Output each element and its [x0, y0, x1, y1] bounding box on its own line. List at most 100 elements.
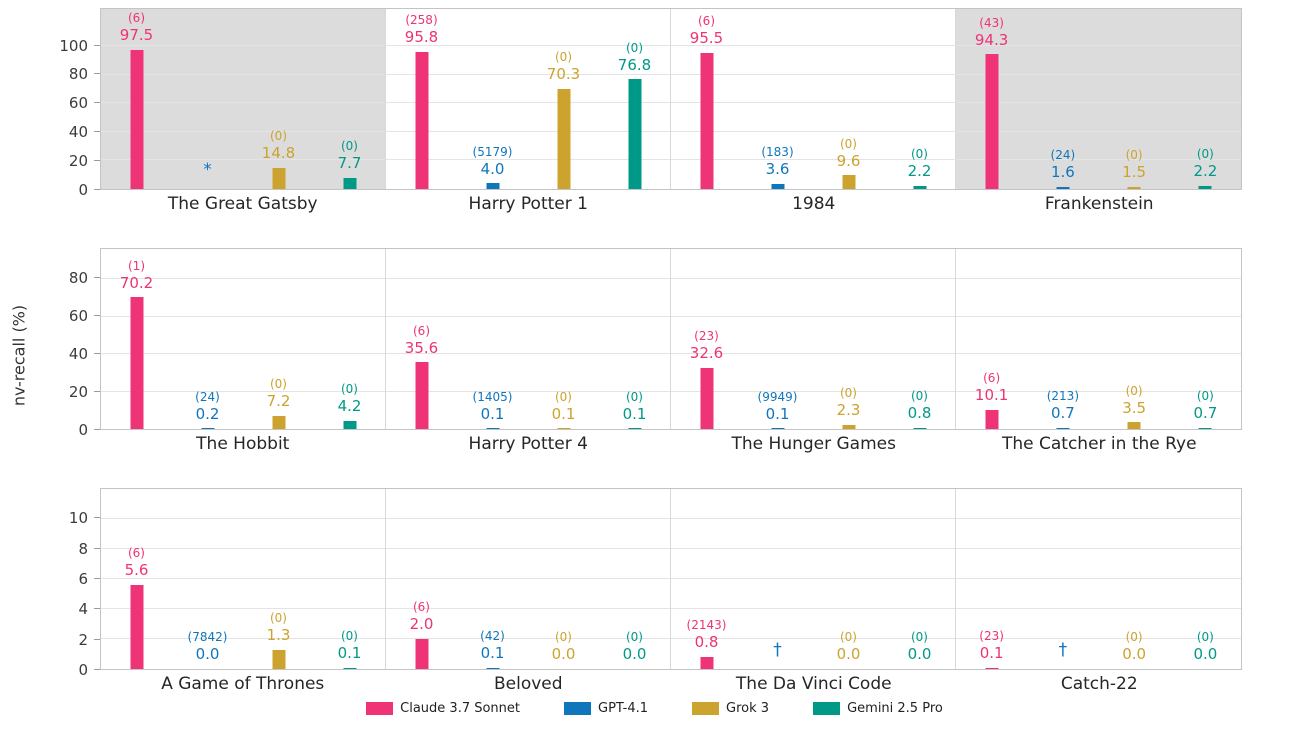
y-tick-mark	[94, 73, 100, 75]
gridline	[671, 518, 955, 519]
bar-slot: (0) 3.5	[1099, 249, 1170, 429]
bar-slot: (0) 2.2	[884, 9, 955, 189]
bar	[700, 52, 713, 189]
bar-value: 7.7	[337, 154, 362, 173]
legend-label: Claude 3.7 Sonnet	[400, 701, 521, 716]
legend-swatch	[564, 702, 592, 715]
bar-value: 14.8	[261, 144, 296, 163]
bar-count: (0)	[1196, 388, 1214, 403]
bar	[842, 175, 855, 189]
y-tick-label: 20	[68, 383, 88, 402]
bar-label: (0) 0.0	[908, 630, 932, 664]
bar-label: (6) 5.6	[125, 546, 149, 580]
bar	[557, 88, 570, 189]
bar	[771, 428, 784, 429]
plot-area: (1) 70.2 (24) 0.2 (0) 7.2 (0) 4.2 (6) 35.6 (1405) 0…	[100, 248, 1242, 430]
bar	[415, 52, 428, 189]
bar-count: (0)	[910, 147, 928, 162]
category-label: A Game of Thrones	[161, 674, 325, 694]
gridline	[101, 130, 385, 132]
gridline	[956, 578, 1241, 579]
bar	[1198, 427, 1212, 429]
bar-value: 2.0	[409, 615, 434, 634]
y-tick-label: 40	[68, 123, 88, 142]
bar-slot: (0) 2.2	[1170, 9, 1241, 189]
gridline	[956, 102, 1241, 104]
bar-slot: (5179) 4.0	[457, 9, 528, 189]
bar-label: (183) 3.6	[761, 145, 793, 179]
plot-panel: 0 20 40 60 80 100 (6) 97.5 * (0) 14.8 (0) 7.7 (258) 95…	[59, 8, 1242, 199]
gridline	[101, 638, 385, 639]
gridline	[956, 518, 1241, 519]
bar-label: (0) 0.1	[552, 390, 576, 424]
bar-value: 0.0	[907, 645, 932, 664]
bar-slot: (0) 7.2	[243, 249, 314, 429]
bar-value: 10.1	[974, 386, 1009, 405]
bar-count: (0)	[340, 628, 358, 643]
y-tick-mark	[94, 277, 100, 279]
bar	[415, 362, 428, 429]
gridline	[671, 315, 955, 317]
gridline	[386, 73, 670, 75]
bar-count: (23)	[979, 628, 1004, 643]
category-label: The Da Vinci Code	[735, 674, 892, 694]
y-tick-label: 80	[68, 65, 88, 84]
group-cell: (6) 97.5 * (0) 14.8 (0) 7.7	[101, 9, 386, 189]
bar-count: (6)	[983, 371, 1001, 386]
bar-value: 0.7	[1050, 403, 1075, 422]
legend-swatch	[692, 702, 720, 715]
bar	[700, 657, 713, 669]
bar-value: 0.1	[551, 405, 576, 424]
bar	[486, 428, 499, 429]
gridline	[101, 278, 385, 279]
bar-label: (0) 7.2	[267, 377, 291, 411]
gridline	[956, 45, 1241, 47]
bar-slot: (213) 0.7	[1027, 249, 1098, 429]
bar-value: 2.3	[836, 400, 861, 419]
bar-count: (0)	[625, 630, 643, 645]
bar-label: (5179) 4.0	[473, 145, 513, 179]
group-cell: (1) 70.2 (24) 0.2 (0) 7.2 (0) 4.2	[101, 249, 386, 429]
group-cell: (6) 5.6 (7842) 0.0 (0) 1.3 (0) 0.1	[101, 489, 386, 669]
gridline	[386, 390, 670, 392]
gridline	[956, 353, 1241, 354]
y-tick-label: 20	[68, 152, 88, 171]
bar-count: (24)	[1050, 147, 1076, 162]
gridline	[386, 45, 670, 47]
y-tick-label: 40	[68, 345, 88, 364]
bar-value: 0.1	[979, 643, 1004, 662]
bar-value: 0.0	[195, 645, 220, 664]
bar-slot: (23) 32.6	[671, 249, 742, 429]
group-cell: (6) 10.1 (213) 0.7 (0) 3.5 (0) 0.7	[956, 249, 1241, 429]
category-label: The Catcher in the Rye	[1001, 434, 1197, 454]
legend-item: GPT-4.1	[564, 701, 648, 716]
bar-label: (7842) 0.0	[188, 630, 228, 664]
y-tick-mark	[94, 429, 100, 430]
bar-label: (0) 1.3	[267, 611, 291, 645]
bar-slot: (6) 95.5	[671, 9, 742, 189]
bar-label: (0) 2.2	[1193, 147, 1217, 181]
bar-label: (0) 0.1	[338, 629, 362, 663]
bar	[272, 167, 285, 189]
bar-label: (6) 35.6	[405, 324, 438, 358]
gridline	[386, 159, 670, 161]
category-label: 1984	[792, 194, 836, 214]
bar-slot: (0) 4.2	[314, 249, 385, 429]
bar-label: (24) 1.6	[1051, 148, 1076, 182]
bar	[343, 667, 356, 669]
y-tick-mark	[94, 353, 100, 355]
bar-value: 3.5	[1122, 398, 1147, 417]
bar-count: (0)	[839, 385, 857, 400]
bar-value: 0.0	[622, 645, 647, 664]
bar-slot: †	[742, 489, 813, 669]
bar	[486, 183, 499, 189]
category-label: Harry Potter 1	[468, 194, 588, 214]
bar-label: (0) 1.5	[1122, 148, 1146, 182]
legend-label: Grok 3	[726, 701, 770, 716]
gridline	[671, 638, 955, 639]
legend-item: Grok 3	[692, 701, 769, 716]
bar	[1056, 186, 1070, 189]
bar-value: 76.8	[617, 55, 652, 74]
chart-rows: 0 20 40 60 80 100 (6) 97.5 * (0) 14.8 (0) 7.7 (258) 95…	[59, 8, 1242, 728]
bar-label: (0) 70.3	[547, 50, 580, 84]
